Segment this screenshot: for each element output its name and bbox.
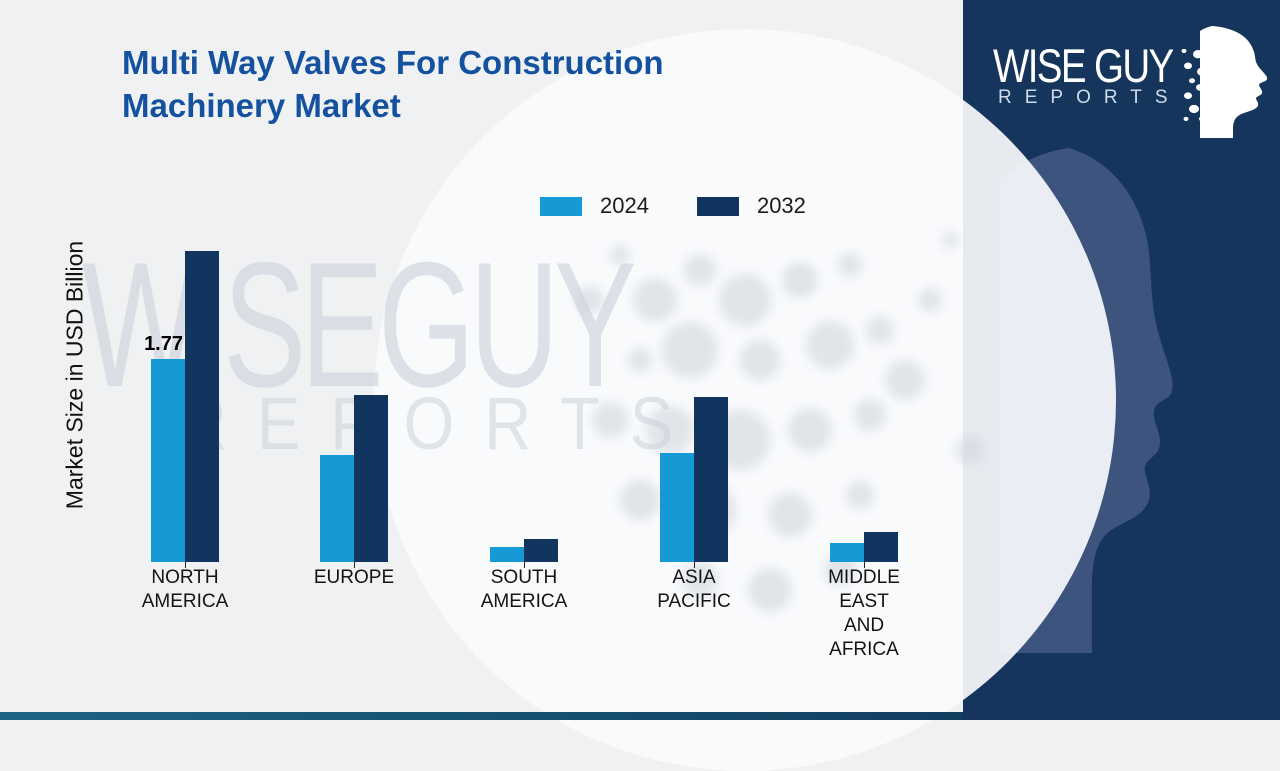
watermark-head-circle [374,29,1116,771]
x-axis-tick-south-america [524,562,525,568]
logo-wiseguy-text: WISE GUY [993,39,1174,92]
legend: 2024 2032 [540,193,806,219]
legend-label-2032: 2032 [756,193,806,218]
category-label-asia-pacific: ASIA PACIFIC [657,567,731,612]
category-label-south-america: SOUTH AMERICA [480,567,568,612]
value-label-north-america-2024: 1.77 [144,333,183,355]
bar-north-america-2032 [185,251,219,562]
legend-item-2032: 2032 [696,193,806,219]
watermark-reports-text: REPORTS [180,382,704,465]
bar-south-america-2024 [490,547,524,562]
page-title: Multi Way Valves For Construction Machin… [122,44,664,124]
logo-face-icon [1181,26,1268,138]
logo-reports-text: REPORTS [998,87,1181,108]
footer-bar [0,712,963,720]
legend-label-2024: 2024 [600,193,649,218]
legend-swatch-2024 [540,196,582,216]
chart-area: NORTH AMERICA EUROPE SOUTH AMERICA ASIA PACIFI… [141,251,900,660]
legend-swatch-2032 [696,196,739,216]
bar-south-america-2032 [524,539,558,562]
bar-europe-2024 [320,455,354,562]
bar-middle-east-and-africa-2032 [864,532,898,562]
bar-europe-2032 [354,395,388,562]
x-axis-tick-middle-east-and-africa [864,562,865,568]
bar-asia-pacific-2032 [694,397,728,562]
wiseguy-logo: WISE GUY REPORTS [985,26,1270,140]
category-label-europe: EUROPE [313,567,395,588]
bar-asia-pacific-2024 [660,453,694,562]
x-axis-tick-asia-pacific [694,562,695,568]
legend-item-2024: 2024 [540,193,649,219]
x-axis-tick-north-america [185,562,186,568]
x-axis-tick-europe [354,562,355,568]
bar-middle-east-and-africa-2024 [830,543,864,562]
category-label-north-america: NORTH AMERICA [141,567,229,612]
bar-north-america-2024 [151,359,185,562]
category-label-middle-east-and-africa: MIDDLE EAST AND AFRICA [828,567,900,660]
